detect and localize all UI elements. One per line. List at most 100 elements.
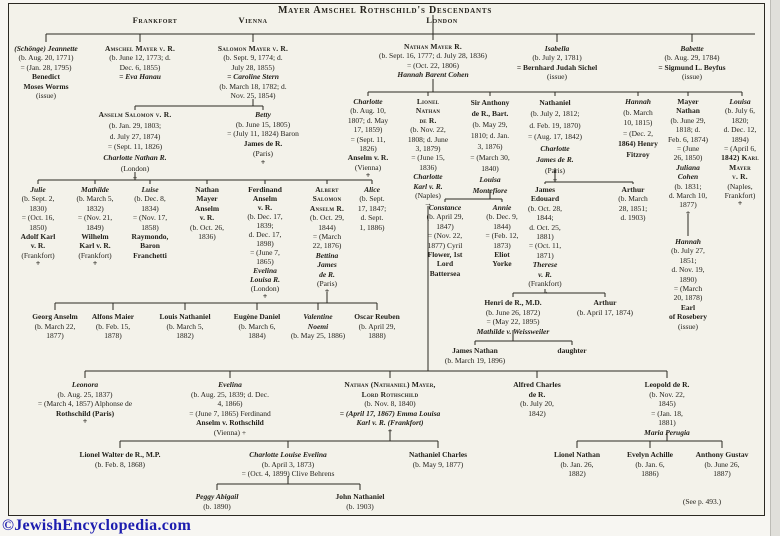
person-line: = Sigmund L. Beyfus — [658, 62, 726, 72]
person-line: Raymondo, — [131, 232, 169, 242]
person-line: = (June — [676, 144, 700, 154]
person-line: (Frankfort) — [528, 279, 562, 289]
person-line: (issue) — [36, 91, 56, 101]
person-annie: Annie (b. Dec. 9, 1844) = (Feb. 12, 1873) Eli… — [480, 203, 524, 269]
person-line: 1877) — [46, 331, 64, 341]
person-line: 1842) Karl — [721, 153, 759, 163]
person-mathilde: Mathilde (b. March 5, 1832) = (Nov. 21, 1849… — [71, 185, 119, 268]
person-line: d. Feb. 19, 1870) — [529, 120, 581, 130]
person-babette: Babette (b. Aug. 29, 1784) = Sigmund L. Be… — [642, 44, 742, 82]
person-line: = (March 4, 1857) Alphonse de — [37, 399, 133, 408]
person-line: daughter — [557, 346, 587, 355]
person-line: 1808; d. June — [407, 134, 449, 144]
person-line: (b. March 6, — [238, 321, 276, 331]
person-line: Evelina — [253, 266, 277, 275]
person-line: Yorke — [492, 259, 512, 269]
person-line: (b. 1831; — [674, 181, 702, 191]
person-line: Leopold de R. — [644, 380, 690, 389]
person-line: Mayer — [196, 194, 218, 204]
person-line: Charlotte Nathan R. — [103, 153, 167, 163]
person-john-nathaniel: John Nathaniel (b. 1903) — [322, 492, 398, 511]
person-line: Alfred Charles — [513, 380, 561, 389]
person-sir-anthony: Sir Anthony de R., Bart. (b. May 29, 1810; … — [461, 97, 519, 196]
person-line: Salomon — [312, 194, 342, 204]
person-line: Ferdinand — [248, 185, 282, 194]
person-line: Peggy Abigail — [195, 492, 239, 501]
person-line: 1830) — [29, 203, 47, 213]
person-line: Betty — [255, 110, 271, 119]
person-line: John Nathaniel — [335, 492, 385, 501]
person-line: 1884) — [248, 331, 266, 341]
person-nathaniel: Nathaniel (b. July 2, 1812; d. Feb. 19, 18… — [521, 97, 589, 185]
person-line: Mayer — [677, 97, 699, 106]
person-alfred-charles: Alfred Charles de R. (b. July 20, 1842) — [502, 380, 572, 418]
person-line: = (Feb. 12, — [485, 231, 519, 241]
person-line: 1849) — [86, 222, 104, 232]
person-line: (b. Jan. 6, — [635, 459, 665, 469]
person-line: = (Nov. 22, — [427, 231, 463, 241]
person-line: (b. May 25, 1886) — [290, 331, 346, 341]
person-constance: Constance (b. April 29, 1847) = (Nov. 22, 18… — [419, 203, 471, 278]
person-line: (b. Feb. 8, 1868) — [95, 459, 145, 469]
descent-mark: + — [260, 157, 266, 167]
person-line: Babette — [680, 44, 704, 53]
person-alice: Alice (b. Sept. 17, 1847; d. Sept. 1, 1886) — [352, 185, 392, 232]
person-peggy-abigail: Peggy Abigail (b. 1890) — [182, 492, 252, 511]
person-line: Benedict — [32, 72, 60, 82]
person-jeannette: (Schönge) Jeannette (b. Aug. 20, 1771) = (… — [0, 44, 96, 100]
person-line: 22, 1876) — [312, 241, 342, 251]
person-line: (b. June 12, 1773; d. — [109, 53, 171, 63]
person-line: Nathan (Nathaniel) Mayer, — [344, 380, 436, 389]
person-line: (issue) — [682, 72, 702, 82]
person-line: = (July 11, 1824) Baron — [227, 129, 299, 139]
person-line: d. Dec. 17, — [248, 230, 282, 239]
person-line: Hannah Barent Cohen — [397, 70, 469, 80]
person-hannah-fitzroy: Hannah (b. March 10, 1815) = (Dec. 2, 1864) … — [613, 97, 663, 161]
person-leonora: Leonora (b. Aug. 25, 1837) = (March 4, 185… — [25, 380, 145, 426]
person-line: Karl v. R. — [79, 241, 111, 251]
person-line: (issue) — [678, 321, 698, 331]
person-line: = (Nov. 21, — [77, 213, 113, 223]
person-line: (b. Oct. 29, — [310, 213, 344, 223]
person-line: (b. March 5, — [166, 321, 204, 331]
person-line: 1881) — [536, 232, 554, 242]
person-line: Hannah — [625, 97, 651, 106]
person-line: (Naples) — [415, 191, 441, 201]
person-line: d. Nov. 19, — [671, 265, 705, 275]
person-line: Anthony Gustav — [695, 450, 749, 459]
person-line: 1818; d. — [675, 125, 701, 135]
person-line: Fitzroy — [626, 149, 650, 159]
person-line: Arthur — [593, 298, 617, 307]
person-nathan-mayer: Nathan Mayer R. (b. Sept. 16, 1777; d. Ju… — [358, 42, 508, 80]
descent-mark: + — [262, 292, 268, 301]
person-line: = (Sept. 11, 1826) — [107, 142, 163, 152]
person-line: 1842) — [528, 408, 546, 418]
person-line: Hannah — [675, 237, 701, 246]
see-page-note: (See p. 493.) — [682, 497, 722, 506]
person-line: 3, 1876) — [477, 142, 503, 151]
person-line: v. R. — [538, 269, 552, 279]
person-line: 1882) — [568, 469, 586, 479]
person-line: Anselm v. Rothschild — [196, 418, 264, 427]
person-line: 1844) — [318, 222, 336, 232]
person-line: 1890) — [679, 274, 697, 284]
person-lionel-nathan-de-r: Lionel Nathan de R. (b. Nov. 22, 1808; d. Ju… — [400, 97, 456, 208]
person-line: = (March — [312, 232, 342, 242]
person-line: (b. July 2, 1781) — [532, 53, 582, 63]
person-line: (b. July 6, — [725, 106, 755, 116]
person-albert-salomon: Albert Salomon Anselm R. (b. Oct. 29, 1844) =… — [303, 185, 351, 296]
person-line: (b. Sept. 16, 1777; d. July 28, 1836) — [379, 51, 487, 61]
person-line: = (June 15, — [411, 153, 445, 163]
descent-mark: + — [387, 426, 393, 436]
person-line: Earl — [680, 302, 696, 312]
person-line: Anselm v. R. — [347, 153, 389, 163]
person-line: Oscar Reuben — [354, 312, 400, 321]
person-line: Alfons Maier — [91, 312, 135, 321]
person-line: (b. June 26, 1872) — [485, 307, 541, 317]
person-line: Lionel — [416, 97, 440, 106]
person-line: Mathilde v. Weissweiler — [476, 326, 550, 336]
person-line: 1836) — [419, 162, 437, 172]
person-line: = (Oct. 16, — [21, 213, 55, 223]
person-line: Evelina — [218, 380, 242, 389]
person-line: (b. March 22, — [34, 321, 76, 331]
